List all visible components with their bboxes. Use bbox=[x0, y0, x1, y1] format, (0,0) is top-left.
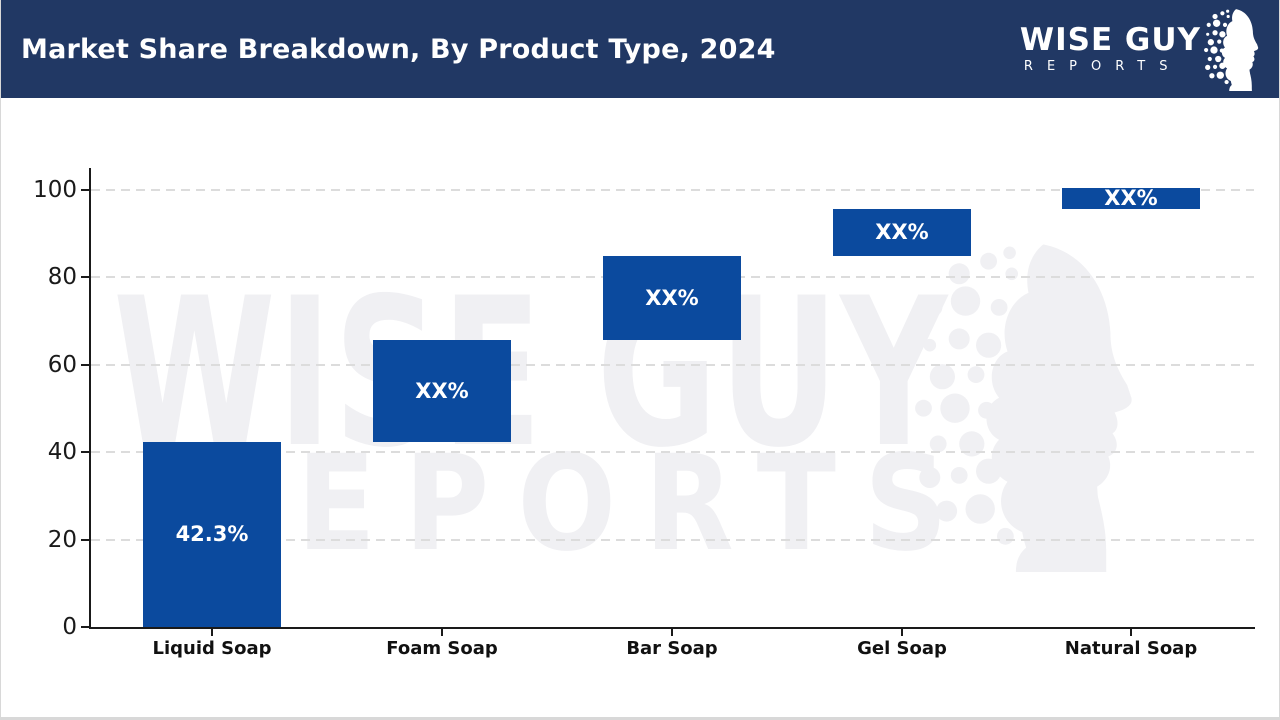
watermark-head-icon bbox=[915, 244, 1132, 572]
y-axis-tick-label: 40 bbox=[47, 439, 77, 465]
x-axis-tick-gel-soap bbox=[901, 628, 903, 636]
bar-foam-soap: XX% bbox=[373, 340, 511, 442]
gridline-40 bbox=[91, 451, 1254, 453]
wise-guy-reports-logo: WISE GUY REPORTS bbox=[1020, 7, 1267, 91]
y-axis-tick-20 bbox=[81, 538, 89, 541]
bar-value-label: XX% bbox=[415, 378, 469, 403]
logo-text: WISE GUY REPORTS bbox=[1019, 22, 1201, 74]
x-axis-tick-natural-soap bbox=[1130, 628, 1132, 636]
bar-value-label: XX% bbox=[645, 285, 699, 310]
y-axis-tick-label: 0 bbox=[62, 614, 77, 640]
x-axis-category-label: Liquid Soap bbox=[152, 638, 272, 659]
bar-gel-soap: XX% bbox=[833, 208, 971, 256]
x-axis-category-label: Foam Soap bbox=[386, 638, 498, 659]
x-axis-category-label: Natural Soap bbox=[1064, 638, 1198, 659]
y-axis-tick-40 bbox=[81, 451, 89, 453]
gridline-20 bbox=[91, 538, 1254, 541]
bar-value-label: XX% bbox=[875, 220, 929, 245]
y-axis-tick-label: 20 bbox=[47, 526, 77, 553]
bar-value-label: XX% bbox=[1104, 186, 1158, 211]
watermark-subtitle: REPORTS bbox=[179, 427, 976, 581]
x-axis-category-label: Gel Soap bbox=[857, 638, 947, 659]
logo-head-icon bbox=[1204, 9, 1259, 91]
y-axis-tick-0 bbox=[81, 626, 89, 628]
y-axis-tick-100 bbox=[81, 188, 89, 191]
bar-value-label: 42.3% bbox=[175, 522, 249, 547]
gridline-100 bbox=[91, 188, 1254, 191]
bar-liquid-soap: 42.3% bbox=[143, 441, 281, 627]
y-axis-line bbox=[89, 168, 91, 629]
header-bar: Market Share Breakdown, By Product Type,… bbox=[1, 0, 1279, 98]
page-title: Market Share Breakdown, By Product Type,… bbox=[21, 33, 776, 65]
x-axis-tick-liquid-soap bbox=[211, 628, 213, 636]
x-axis-tick-bar-soap bbox=[671, 628, 673, 636]
y-axis-tick-label: 80 bbox=[47, 264, 77, 290]
logo-subtitle: REPORTS bbox=[1023, 59, 1182, 74]
x-axis-tick-foam-soap bbox=[441, 628, 443, 636]
y-axis-tick-label: 60 bbox=[47, 351, 77, 378]
y-axis-tick-80 bbox=[81, 276, 89, 278]
gridline-60 bbox=[91, 363, 1254, 366]
y-axis-tick-60 bbox=[81, 363, 89, 366]
logo-wordmark: WISE GUY bbox=[1019, 22, 1201, 58]
bar-bar-soap: XX% bbox=[603, 255, 741, 340]
y-axis-tick-label: 100 bbox=[33, 176, 77, 203]
x-axis-category-label: Bar Soap bbox=[626, 638, 718, 659]
bar-natural-soap: XX% bbox=[1062, 186, 1200, 211]
